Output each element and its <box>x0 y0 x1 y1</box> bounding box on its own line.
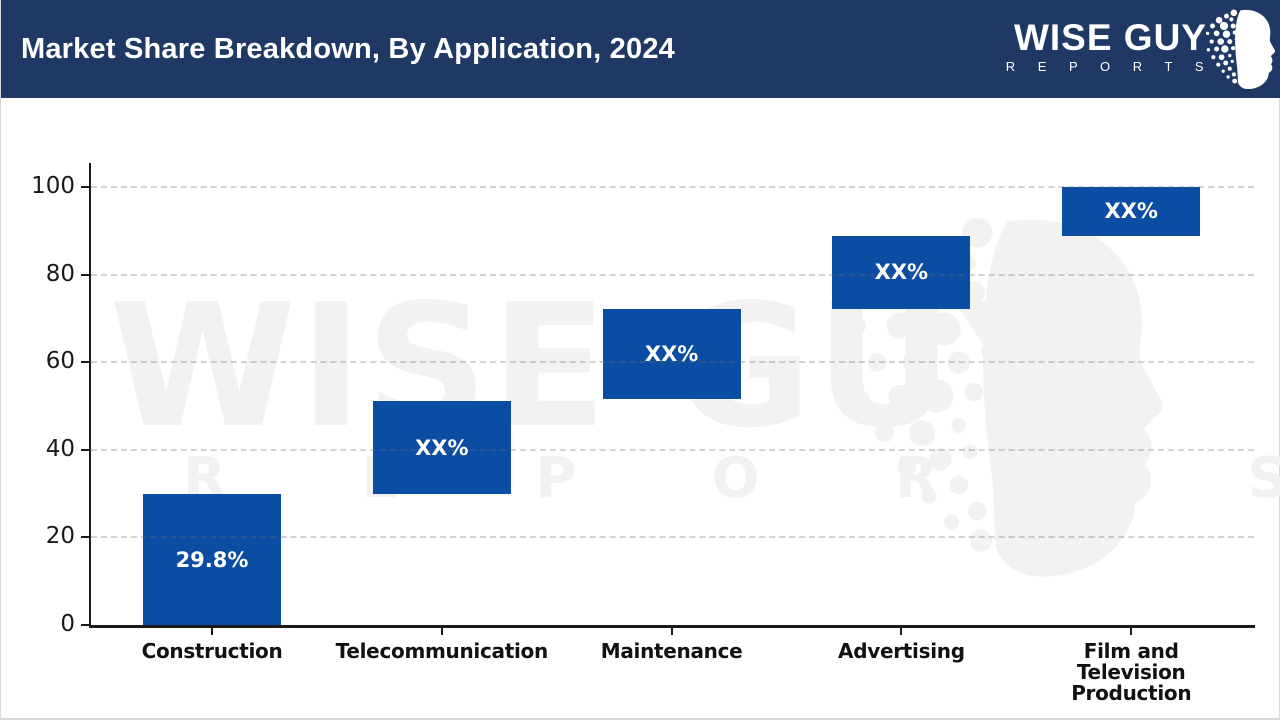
wise-guy-reports-logo: WISE GUY R E P O R T S <box>1006 5 1275 93</box>
gridline-60 <box>91 361 1254 364</box>
x-tick <box>670 628 673 635</box>
x-tick <box>1130 628 1133 635</box>
y-tick-label-40: 40 <box>45 435 75 462</box>
bar-segment <box>372 400 511 495</box>
x-category-label: Construction <box>141 639 283 663</box>
gridline-100 <box>91 186 1254 188</box>
bar-segment <box>602 309 741 400</box>
y-tick-80 <box>81 273 89 276</box>
bar-value-label: XX% <box>1104 199 1158 224</box>
y-tick-label-100: 100 <box>31 173 75 199</box>
y-tick-label-80: 80 <box>45 260 75 287</box>
bar-value-label: XX% <box>415 435 469 460</box>
y-tick-label-60: 60 <box>45 348 75 375</box>
x-tick <box>211 628 213 635</box>
gridline-20 <box>91 536 1254 539</box>
y-axis-line <box>89 163 91 628</box>
bar-value-label: XX% <box>644 342 699 367</box>
y-tick-40 <box>81 448 89 451</box>
bar-segment <box>1062 187 1201 236</box>
y-tick-label-0: 0 <box>60 611 75 637</box>
y-tick-label-20: 20 <box>45 523 75 550</box>
y-tick-60 <box>81 361 89 364</box>
x-category-label: Film and Television Production <box>1071 639 1192 705</box>
logo-wordmark: WISE GUY <box>1013 17 1207 58</box>
logo-text: WISE GUY R E P O R T S <box>1006 19 1207 74</box>
y-tick-100 <box>81 186 89 188</box>
bar-value-label: XX% <box>874 260 929 285</box>
y-tick-0 <box>81 624 89 626</box>
x-category-label: Telecommunication <box>335 639 549 663</box>
header-bar: Market Share Breakdown, By Application, … <box>1 0 1280 98</box>
x-category-label: Advertising <box>838 639 965 663</box>
x-axis-line <box>89 625 1255 628</box>
x-category-label: Maintenance <box>600 639 743 663</box>
gridline-40 <box>91 448 1254 451</box>
logo-face-icon <box>1201 7 1275 91</box>
y-tick-20 <box>81 536 89 539</box>
gridline-80 <box>91 273 1254 276</box>
bar-segment <box>143 494 281 625</box>
logo-subtext: R E P O R T S <box>1005 59 1213 74</box>
waterfall-chart: 29.8% XX% XX% XX% XX% 0 20 40 60 80 100 Constructi… <box>1 98 1280 712</box>
page-title: Market Share Breakdown, By Application, … <box>21 32 675 65</box>
x-tick <box>440 628 443 635</box>
bar-segment <box>832 235 971 310</box>
bar-value-label: 29.8% <box>175 547 249 572</box>
x-tick <box>900 628 903 635</box>
